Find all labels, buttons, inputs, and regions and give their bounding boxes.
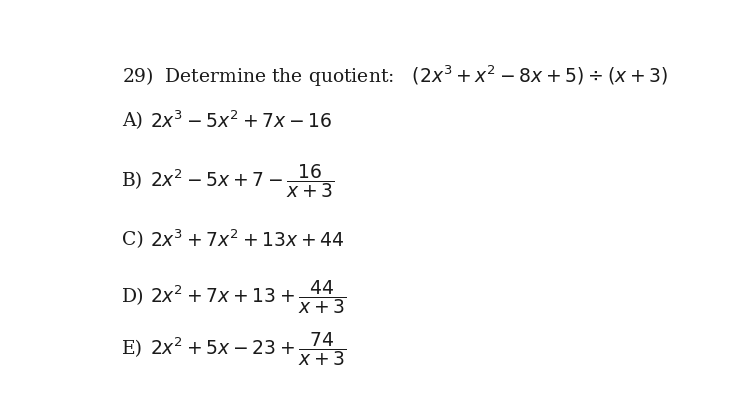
Text: $2x^3 + 7x^2 + 13x + 44$: $2x^3 + 7x^2 + 13x + 44$	[150, 229, 344, 250]
Text: $2x^3 - 5x^2 + 7x - 16$: $2x^3 - 5x^2 + 7x - 16$	[150, 110, 332, 131]
Text: $2x^2 + 5x - 23 + \dfrac{74}{x+3}$: $2x^2 + 5x - 23 + \dfrac{74}{x+3}$	[150, 330, 346, 368]
Text: C): C)	[122, 231, 144, 249]
Text: E): E)	[122, 340, 143, 358]
Text: $2x^2 + 7x + 13 + \dfrac{44}{x+3}$: $2x^2 + 7x + 13 + \dfrac{44}{x+3}$	[150, 278, 346, 316]
Text: A): A)	[122, 112, 143, 130]
Text: B): B)	[122, 172, 143, 190]
Text: D): D)	[122, 288, 145, 306]
Text: 29)  Determine the quotient:   $(2x^3 + x^2 - 8x + 5) \div (x + 3)$: 29) Determine the quotient: $(2x^3 + x^2…	[122, 64, 669, 89]
Text: $2x^2 - 5x + 7 - \dfrac{16}{x+3}$: $2x^2 - 5x + 7 - \dfrac{16}{x+3}$	[150, 162, 334, 200]
